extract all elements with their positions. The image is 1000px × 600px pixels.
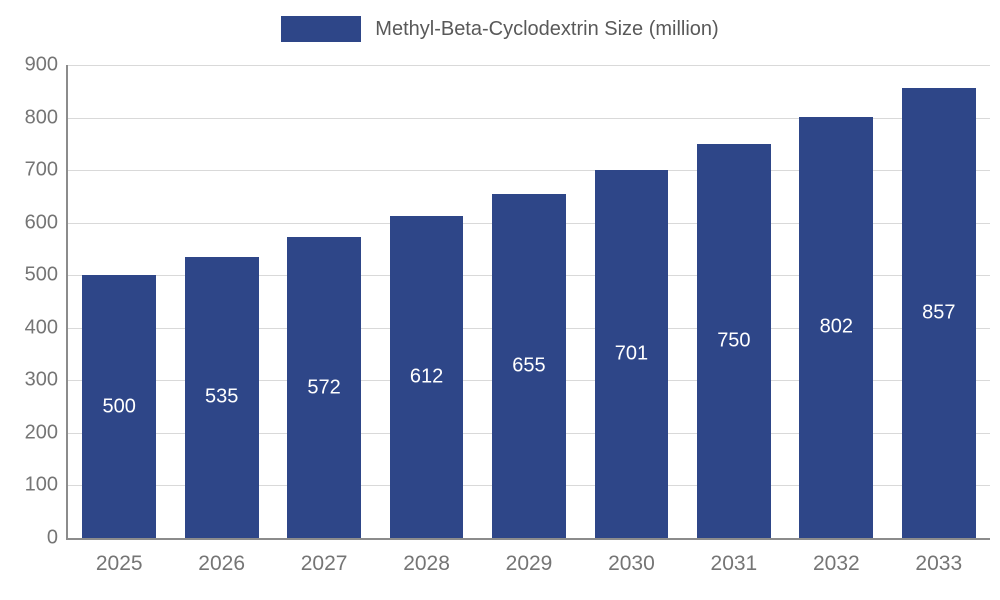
bar-value-label: 535	[204, 385, 239, 408]
bar-value-label: 655	[512, 354, 546, 377]
y-tick-label: 100	[24, 473, 58, 496]
bar: 655	[492, 193, 566, 538]
y-tick-label: 500	[24, 263, 58, 286]
x-tick-label: 2029	[505, 552, 553, 575]
bar-value-label: 612	[409, 365, 444, 388]
x-tick-label: 2032	[812, 552, 860, 575]
y-tick-label: 200	[24, 421, 58, 444]
bar-value-label: 701	[614, 342, 649, 365]
bar-value-label: 500	[102, 395, 136, 418]
x-tick-label: 2030	[608, 552, 655, 575]
x-tick-label: 2028	[403, 552, 450, 575]
bar: 535	[184, 256, 259, 538]
gridline	[68, 117, 990, 119]
chart-legend: Methyl-Beta-Cyclodextrin Size (million)	[0, 16, 1000, 42]
bar: 612	[389, 216, 464, 538]
legend-swatch-icon	[281, 16, 362, 42]
y-tick-label: 700	[24, 158, 58, 181]
y-tick-label: 900	[24, 53, 58, 76]
bar: 857	[901, 87, 976, 538]
bar: 572	[287, 237, 361, 538]
bar: 701	[594, 169, 669, 538]
gridline	[68, 65, 990, 66]
y-tick-label: 600	[24, 211, 58, 234]
bar: 500	[82, 275, 157, 538]
y-tick-label: 800	[24, 106, 58, 129]
x-tick-label: 2026	[198, 552, 246, 575]
y-tick-label: 400	[24, 316, 58, 339]
x-tick-label: 2033	[915, 552, 963, 575]
bar-value-label: 802	[819, 315, 854, 338]
x-tick-label: 2027	[300, 552, 348, 575]
bar-value-label: 857	[922, 301, 956, 324]
bar-value-label: 572	[307, 376, 341, 399]
plot-area: 0 100 200 300 400 500 600 700 800 900 500 2025 535 20…	[25, 54, 990, 575]
x-tick-label: 2025	[95, 552, 143, 575]
bar-value-label: 750	[717, 329, 751, 352]
bar: 802	[799, 116, 874, 538]
x-tick-label: 2031	[710, 552, 758, 575]
bar: 750	[697, 143, 771, 538]
y-tick-label: 0	[46, 526, 58, 549]
y-tick-label: 300	[24, 368, 58, 391]
gridline	[68, 170, 990, 172]
legend-label: Methyl-Beta-Cyclodextrin Size (million)	[375, 17, 719, 40]
